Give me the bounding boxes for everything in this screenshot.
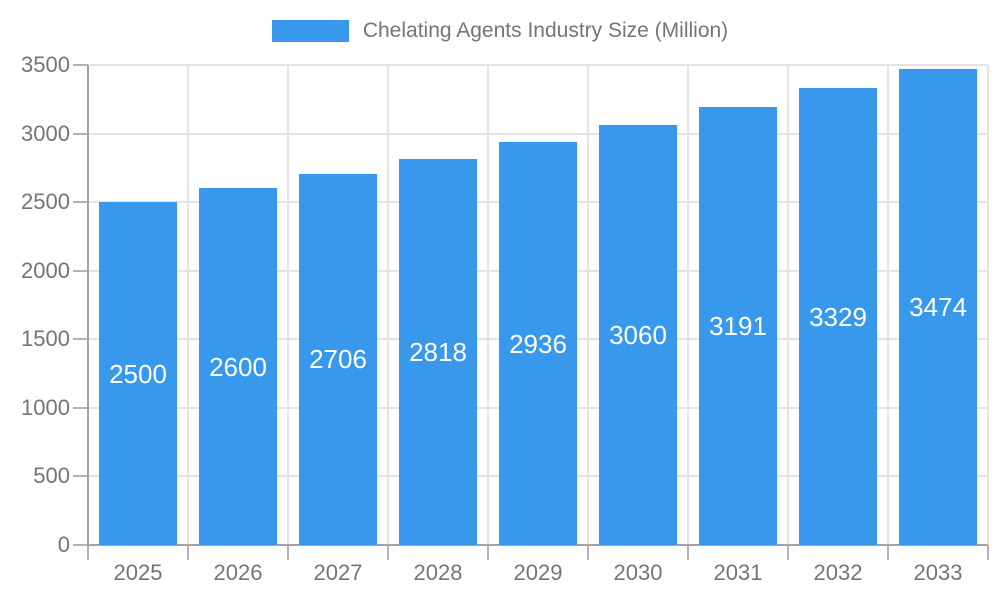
x-axis-tick <box>587 545 589 560</box>
y-axis-tick <box>73 406 88 409</box>
h-gridline <box>88 132 988 135</box>
bar-2025[interactable] <box>99 202 177 545</box>
x-axis-label: 2032 <box>813 560 863 585</box>
bar-2032[interactable] <box>799 88 877 545</box>
x-axis-tick <box>887 545 889 560</box>
v-gridline <box>287 65 289 545</box>
x-axis-label: 2028 <box>413 560 463 585</box>
v-gridline <box>987 65 989 545</box>
bar-2030[interactable] <box>599 125 677 545</box>
x-axis-tick <box>487 545 489 560</box>
y-axis-label: 1500 <box>21 326 70 352</box>
y-axis-tick <box>73 269 88 272</box>
x-axis-label: 2025 <box>113 560 163 585</box>
y-axis-tick <box>73 475 88 478</box>
h-gridline <box>88 64 988 66</box>
y-axis-tick <box>73 338 88 341</box>
y-axis-label: 3500 <box>21 52 70 77</box>
bar-value-label: 3474 <box>909 291 967 322</box>
v-gridline <box>487 65 489 545</box>
bar-value-label: 2600 <box>209 351 267 382</box>
v-gridline <box>687 65 689 545</box>
x-axis-tick <box>387 545 389 560</box>
x-axis-tick <box>687 545 689 560</box>
bar-value-label: 2936 <box>509 328 567 359</box>
bar-value-label: 2706 <box>309 344 367 375</box>
y-axis-label: 2500 <box>21 189 70 215</box>
x-axis-label: 2026 <box>213 560 263 585</box>
y-axis-label: 3000 <box>21 120 70 146</box>
legend-title: Chelating Agents Industry Size (Million) <box>362 19 729 42</box>
y-axis-tick <box>73 201 88 204</box>
y-axis-tick <box>73 544 88 546</box>
v-gridline <box>787 65 789 545</box>
y-axis-label: 0 <box>57 532 70 557</box>
v-gridline <box>887 65 889 545</box>
x-axis-line <box>88 544 988 546</box>
y-axis-label: 500 <box>33 463 70 489</box>
y-axis-line <box>87 65 89 547</box>
x-axis-label: 2031 <box>713 560 763 585</box>
bar-value-label: 3191 <box>709 311 767 342</box>
x-axis-tick <box>287 545 289 560</box>
y-axis-label: 2000 <box>21 257 70 283</box>
y-axis-tick <box>73 132 88 135</box>
chart-legend: Chelating Agents Industry Size (Million) <box>0 15 1000 47</box>
bar-value-label: 3060 <box>609 320 667 351</box>
v-gridline <box>187 65 189 545</box>
y-axis-label: 1000 <box>21 394 70 420</box>
v-gridline <box>587 65 589 545</box>
x-axis-tick <box>787 545 789 560</box>
legend-swatch <box>271 20 349 42</box>
x-axis-label: 2033 <box>913 560 963 585</box>
x-axis-label: 2027 <box>313 560 363 585</box>
x-axis-label: 2029 <box>513 560 563 585</box>
x-axis-tick <box>87 545 89 560</box>
bar-value-label: 3329 <box>809 301 867 332</box>
bar-2029[interactable] <box>499 142 577 545</box>
bar-2031[interactable] <box>699 107 777 545</box>
bar-value-label: 2500 <box>109 358 167 389</box>
v-gridline <box>387 65 389 545</box>
bar-2027[interactable] <box>299 173 377 545</box>
x-axis-tick <box>987 545 989 560</box>
x-axis-tick <box>187 545 189 560</box>
bar-2026[interactable] <box>199 188 277 545</box>
bar-2028[interactable] <box>399 158 477 545</box>
bar-2033[interactable] <box>899 68 977 545</box>
y-axis-tick <box>73 64 88 66</box>
bar-value-label: 2818 <box>409 336 467 367</box>
x-axis-label: 2030 <box>613 560 663 585</box>
